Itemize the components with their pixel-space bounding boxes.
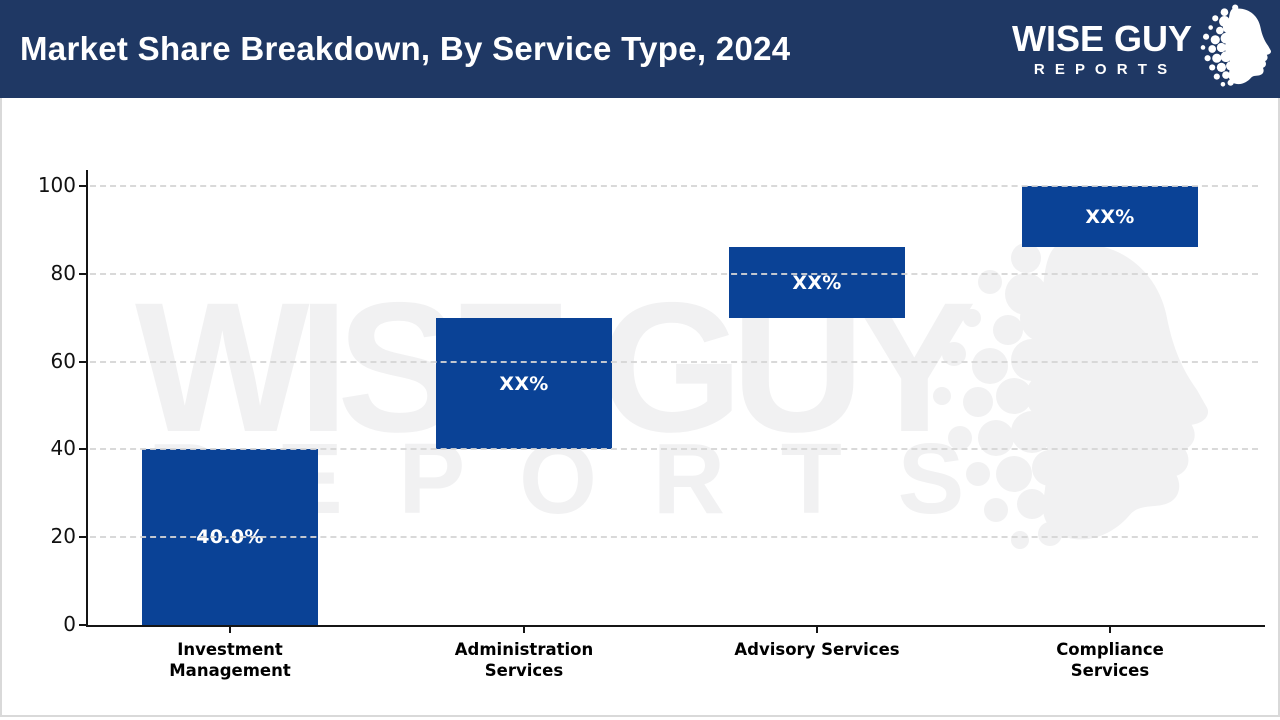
y-tick-label: 40	[50, 436, 76, 461]
page-border-bottom	[0, 715, 1280, 717]
y-tick-label: 0	[63, 612, 76, 636]
gridline-40	[90, 448, 1258, 451]
watermark-head-icon	[933, 228, 1209, 549]
x-category-label: Investment Management	[100, 639, 360, 681]
y-tick-mark	[79, 536, 87, 539]
bar-segment: XX%	[436, 317, 612, 450]
logo-head-icon	[1200, 4, 1271, 87]
bar-value-label: XX%	[499, 372, 549, 395]
logo-subtext: R E P O R T S	[1033, 61, 1171, 78]
y-tick-label: 80	[50, 260, 76, 285]
logo-text: WISE GUY R E P O R T S	[1011, 18, 1192, 79]
x-category-label-line: Administration	[454, 640, 594, 659]
header-bar: Market Share Breakdown, By Service Type,…	[0, 0, 1280, 98]
x-category-label: Compliance Services	[980, 639, 1240, 681]
page-border-left	[0, 98, 2, 717]
x-category-label: Advisory Services	[687, 639, 947, 660]
gridline-20	[90, 536, 1258, 539]
wise-guy-logo: WISE GUY R E P O R T S	[1012, 0, 1274, 98]
x-tick-mark	[1109, 627, 1111, 633]
y-tick-mark	[79, 624, 87, 626]
x-category-label-line: Services	[1070, 661, 1150, 680]
bar-segment: XX%	[1022, 186, 1198, 248]
y-tick-mark	[79, 272, 87, 275]
gridline-100	[90, 185, 1258, 187]
gridline-80	[90, 272, 1258, 275]
x-category-label-line: Compliance	[1056, 640, 1164, 659]
gridline-60	[90, 360, 1258, 363]
x-category-label-line: Advisory Services	[734, 640, 900, 659]
y-tick-label: 100	[37, 173, 76, 197]
x-tick-mark	[816, 627, 818, 633]
bar-value-label: XX%	[792, 271, 842, 294]
x-category-label-line: Management	[169, 661, 291, 680]
y-tick-mark	[79, 448, 87, 451]
x-category-label-line: Services	[484, 661, 564, 680]
page-border-right	[1278, 98, 1280, 717]
bar-value-label: XX%	[1085, 205, 1135, 228]
x-category-label: Administration Services	[394, 639, 654, 681]
y-tick-label: 20	[50, 524, 76, 549]
x-category-label-line: Investment	[177, 640, 283, 659]
y-tick-mark	[79, 185, 87, 187]
bar-segment: XX%	[729, 247, 905, 318]
y-axis-line	[86, 170, 88, 627]
x-axis-line	[86, 625, 1265, 627]
y-tick-mark	[79, 360, 87, 363]
x-tick-mark	[523, 627, 525, 633]
y-tick-label: 60	[50, 348, 76, 373]
logo-wordmark: WISE GUY	[1011, 18, 1192, 59]
x-tick-mark	[229, 627, 231, 633]
chart-title: Market Share Breakdown, By Service Type,…	[20, 30, 791, 67]
